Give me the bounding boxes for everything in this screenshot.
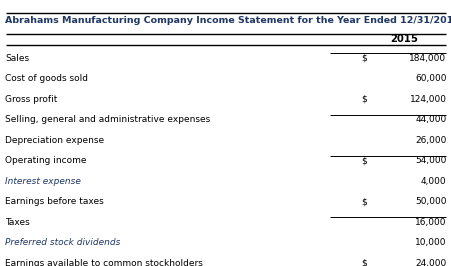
Text: 124,000: 124,000	[409, 95, 446, 104]
Text: 60,000: 60,000	[414, 74, 446, 83]
Text: 2015: 2015	[389, 35, 417, 44]
Text: 4,000: 4,000	[420, 177, 446, 186]
Text: Abrahams Manufacturing Company Income Statement for the Year Ended 12/31/2015: Abrahams Manufacturing Company Income St…	[5, 16, 451, 25]
Text: $: $	[361, 197, 367, 206]
Text: 16,000: 16,000	[414, 218, 446, 227]
Text: Earnings before taxes: Earnings before taxes	[5, 197, 104, 206]
Text: Earnings available to common stockholders: Earnings available to common stockholder…	[5, 259, 203, 266]
Text: Sales: Sales	[5, 54, 29, 63]
Text: Interest expense: Interest expense	[5, 177, 81, 186]
Text: 24,000: 24,000	[414, 259, 446, 266]
Text: Taxes: Taxes	[5, 218, 30, 227]
Text: 50,000: 50,000	[414, 197, 446, 206]
Text: $: $	[361, 54, 367, 63]
Text: 10,000: 10,000	[414, 238, 446, 247]
Text: Preferred stock dividends: Preferred stock dividends	[5, 238, 120, 247]
Text: 54,000: 54,000	[414, 156, 446, 165]
Text: 26,000: 26,000	[414, 136, 446, 145]
Text: $: $	[361, 259, 367, 266]
Text: Depreciation expense: Depreciation expense	[5, 136, 104, 145]
Text: Cost of goods sold: Cost of goods sold	[5, 74, 88, 83]
Text: Operating income: Operating income	[5, 156, 87, 165]
Text: 184,000: 184,000	[409, 54, 446, 63]
Text: $: $	[361, 156, 367, 165]
Text: $: $	[361, 95, 367, 104]
Text: Gross profit: Gross profit	[5, 95, 58, 104]
Text: Selling, general and administrative expenses: Selling, general and administrative expe…	[5, 115, 210, 124]
Text: 44,000: 44,000	[414, 115, 446, 124]
